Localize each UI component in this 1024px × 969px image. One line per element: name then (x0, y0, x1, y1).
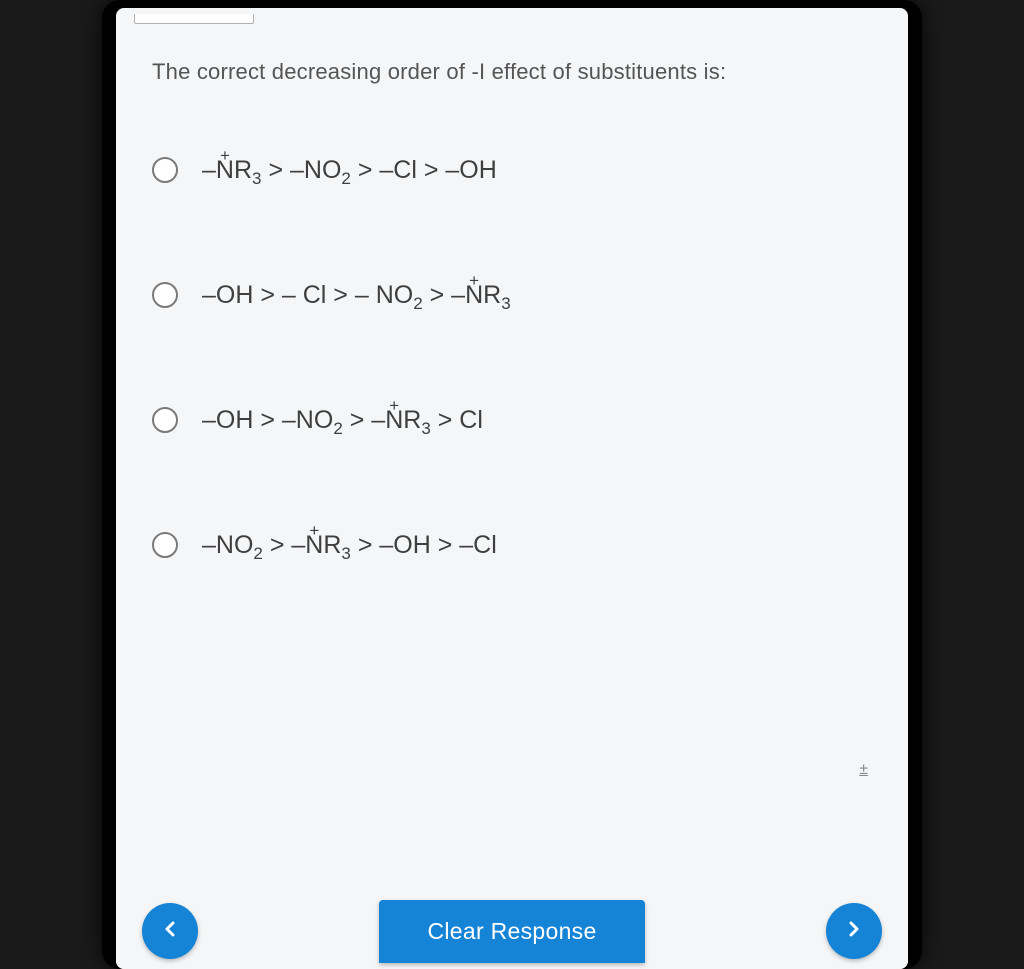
radio-d[interactable] (152, 532, 178, 558)
content-area: The correct decreasing order of -I effec… (116, 28, 908, 893)
bottom-bar: Clear Response (116, 893, 908, 969)
chevron-left-icon (158, 917, 182, 946)
chevron-right-icon (842, 917, 866, 946)
radio-b[interactable] (152, 282, 178, 308)
prev-button[interactable] (142, 903, 198, 959)
option-d[interactable]: –NO2 > –+NR3 > –OH > –Cl (152, 531, 872, 560)
option-text-b: –OH > – Cl > – NO2 > –+NR3 (202, 281, 511, 310)
option-text-a: –+NR3 > –NO2 > –Cl > –OH (202, 156, 497, 185)
option-c[interactable]: –OH > –NO2 > –+NR3 > Cl (152, 406, 872, 435)
option-b[interactable]: –OH > – Cl > – NO2 > –+NR3 (152, 281, 872, 310)
app-screen: The correct decreasing order of -I effec… (116, 8, 908, 969)
next-button[interactable] (826, 903, 882, 959)
header-box-fragment (134, 14, 254, 24)
option-text-d: –NO2 > –+NR3 > –OH > –Cl (202, 531, 497, 560)
question-text: The correct decreasing order of -I effec… (152, 56, 872, 88)
option-a[interactable]: –+NR3 > –NO2 > –Cl > –OH (152, 156, 872, 185)
radio-a[interactable] (152, 157, 178, 183)
top-bar-fragment (116, 8, 908, 28)
corner-mark: ± (859, 761, 868, 779)
phone-frame: The correct decreasing order of -I effec… (102, 0, 922, 969)
clear-response-button[interactable]: Clear Response (379, 900, 644, 963)
options-list: –+NR3 > –NO2 > –Cl > –OH –OH > – Cl > – N… (152, 156, 872, 560)
option-text-c: –OH > –NO2 > –+NR3 > Cl (202, 406, 483, 435)
radio-c[interactable] (152, 407, 178, 433)
